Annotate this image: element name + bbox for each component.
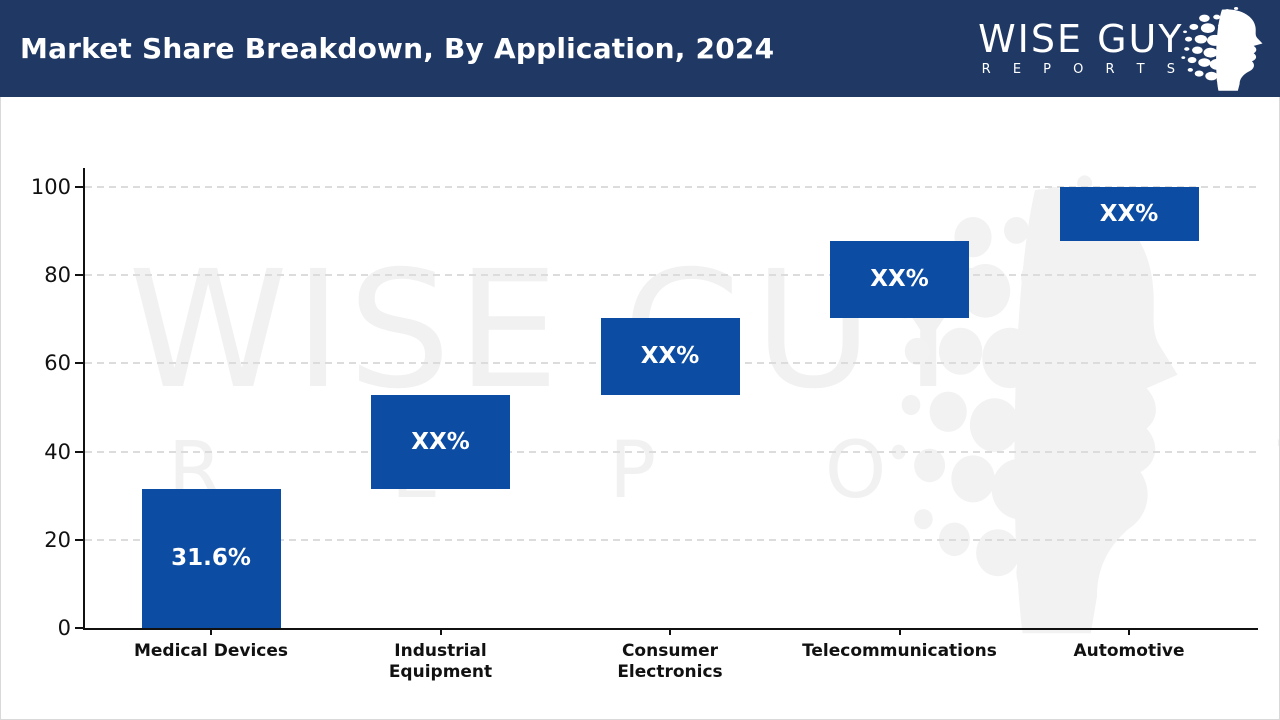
y-tick-label-80: 80 xyxy=(44,263,71,288)
bar-value-label: 31.6% xyxy=(171,545,251,572)
logo-head-icon xyxy=(1178,6,1266,92)
chart-title: Market Share Breakdown, By Application, … xyxy=(20,32,775,65)
category-label-2: Industrial Equipment xyxy=(388,641,493,683)
bar-segment-3: XX% xyxy=(600,317,740,395)
y-tick-label-60: 60 xyxy=(44,351,71,376)
bar-value-label: XX% xyxy=(411,428,470,455)
wise-guy-reports-logo: WISE GUY R E P O R T S xyxy=(978,6,1266,92)
y-tick-label-100: 100 xyxy=(30,175,71,199)
x-tick-mark-4 xyxy=(898,628,901,635)
y-tick-mark-80 xyxy=(75,274,83,277)
y-tick-mark-0 xyxy=(75,627,83,629)
category-label-3: Consumer Electronics xyxy=(617,641,723,683)
header: Market Share Breakdown, By Application, … xyxy=(0,0,1280,97)
gridline-80 xyxy=(85,274,1258,277)
gridline-40 xyxy=(85,450,1258,453)
bar-value-label: XX% xyxy=(870,266,929,293)
logo-brand-name: WISE GUY xyxy=(978,17,1184,61)
bar-segment-5: XX% xyxy=(1059,187,1199,241)
y-tick-label-20: 20 xyxy=(44,527,71,552)
x-tick-mark-2 xyxy=(439,628,442,635)
bar-segment-2: XX% xyxy=(371,394,510,489)
y-tick-mark-60 xyxy=(75,362,83,365)
category-label-1: Medical Devices xyxy=(133,641,288,661)
y-tick-mark-100 xyxy=(75,186,83,188)
gridline-100 xyxy=(85,186,1258,188)
category-label-4: Telecommunications xyxy=(802,641,997,661)
bar-segment-1: 31.6% xyxy=(141,488,281,628)
y-axis-line xyxy=(83,168,85,630)
bar-value-label: XX% xyxy=(640,343,700,370)
bar-value-label: XX% xyxy=(1099,200,1159,227)
bar-segment-4: XX% xyxy=(830,240,969,318)
logo-text: WISE GUY R E P O R T S xyxy=(978,20,1184,77)
x-tick-mark-3 xyxy=(669,628,671,635)
gridline-20 xyxy=(85,538,1258,541)
y-tick-label-0: 0 xyxy=(57,616,71,640)
x-tick-mark-1 xyxy=(210,628,212,635)
y-tick-mark-20 xyxy=(75,538,83,541)
logo-brand-subname: R E P O R T S xyxy=(981,62,1184,77)
y-tick-label-40: 40 xyxy=(44,439,71,464)
category-label-5: Automotive xyxy=(1073,641,1185,661)
y-tick-mark-40 xyxy=(75,450,83,453)
x-tick-mark-5 xyxy=(1128,628,1130,635)
